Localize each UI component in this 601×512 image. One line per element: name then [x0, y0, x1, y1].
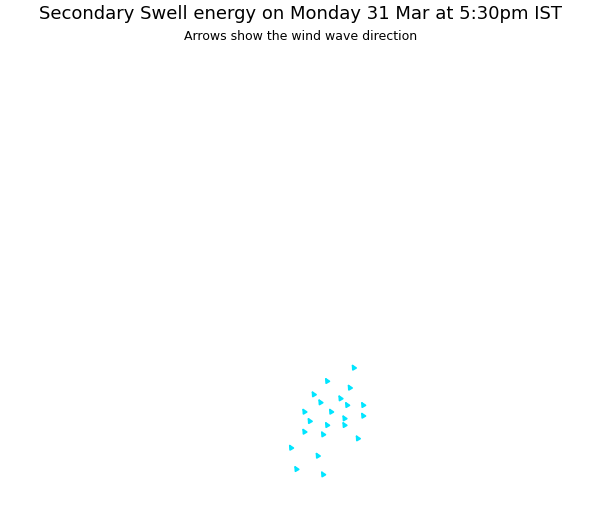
Text: Secondary Swell energy on Monday 31 Mar at 5:30pm IST: Secondary Swell energy on Monday 31 Mar …	[39, 5, 562, 23]
Text: Arrows show the wind wave direction: Arrows show the wind wave direction	[184, 30, 417, 44]
